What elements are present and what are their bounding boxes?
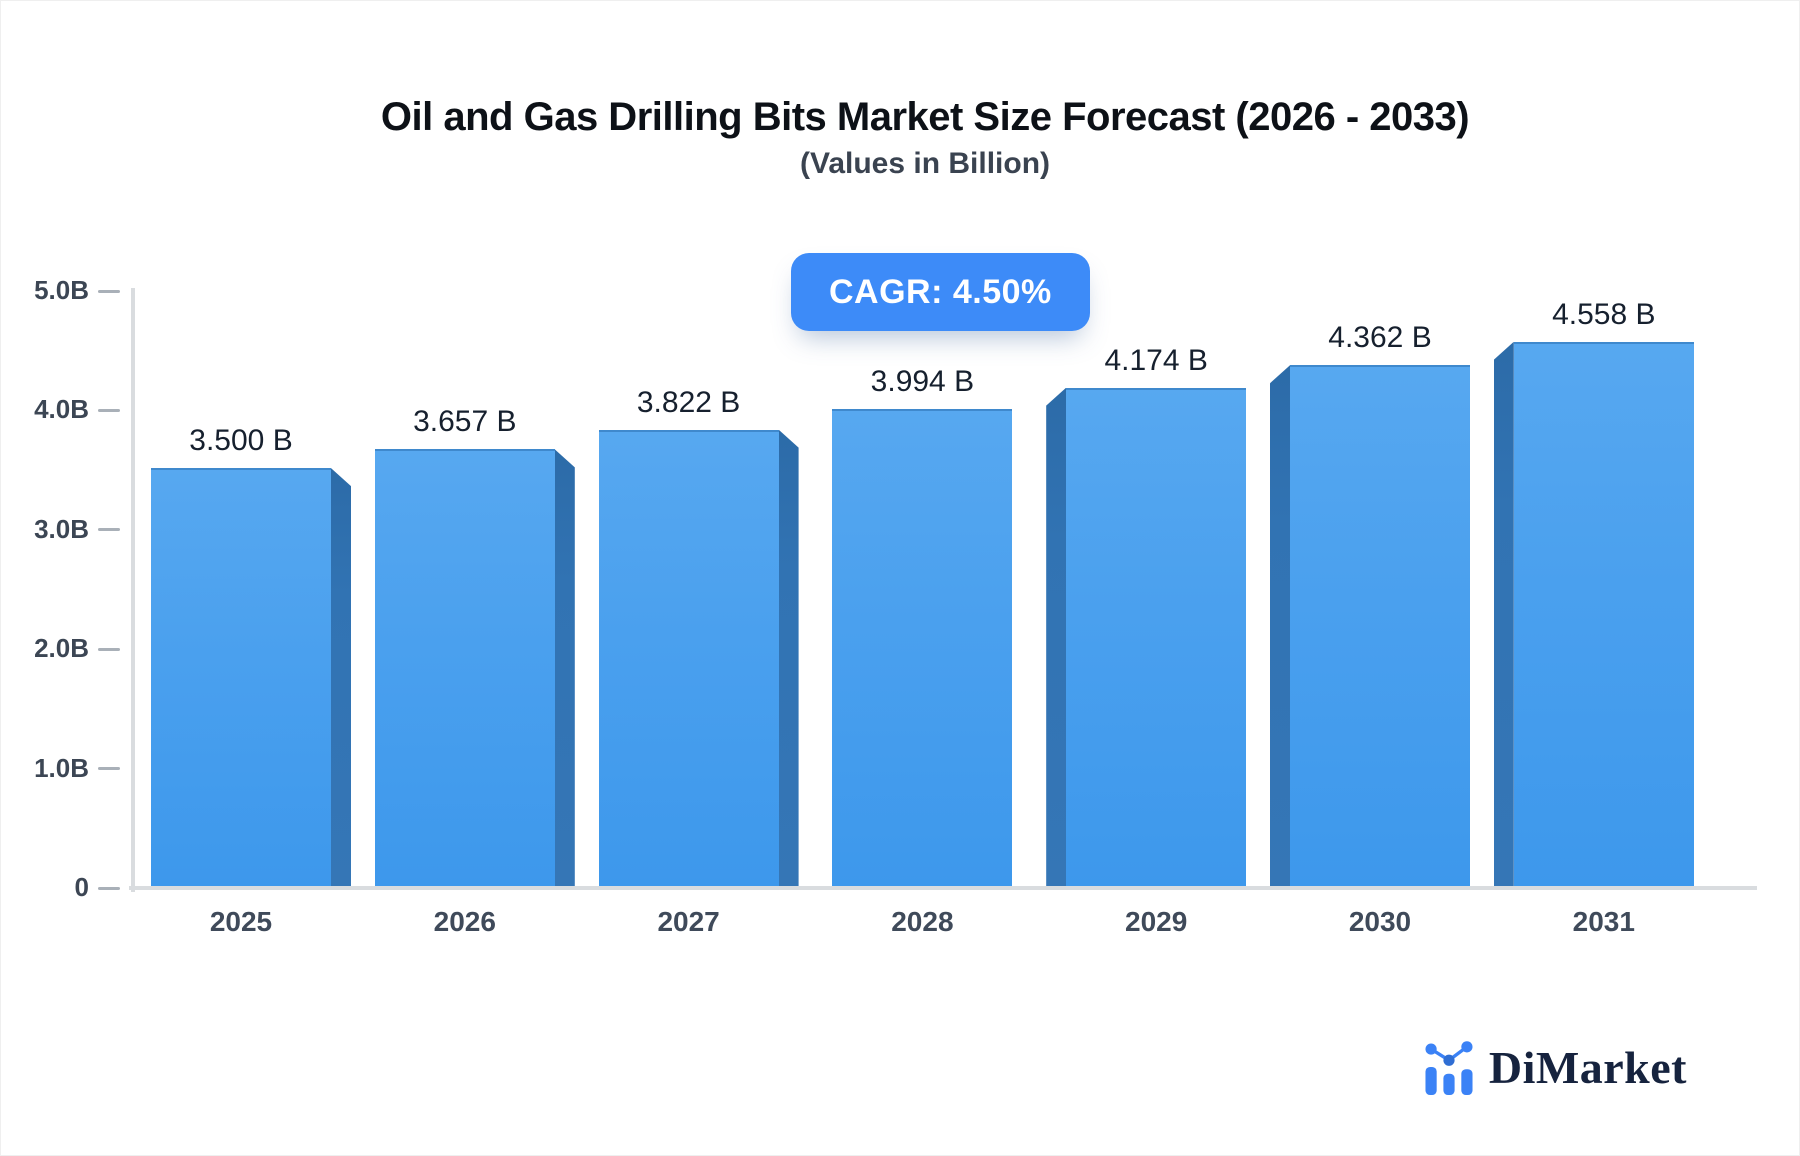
chart-subtitle: (Values in Billion)	[799, 147, 1051, 180]
bar-side-face	[331, 468, 351, 886]
bar-side-face	[778, 429, 799, 886]
bar-side-face	[1493, 341, 1514, 886]
bar-side-face	[1270, 365, 1290, 886]
bar-value-label: 4.362 B	[1328, 321, 1432, 355]
y-tick	[98, 289, 120, 293]
plot-area: 5.0B 4.0B 3.0B 2.0B 1.0B 0 3.500 B 2025 3.657 B 2…	[34, 275, 1757, 937]
bar-side-face	[1046, 387, 1067, 886]
bar-2026	[374, 449, 575, 886]
y-tick	[98, 528, 120, 532]
y-tick	[98, 767, 120, 771]
bar-line-chart-icon	[1425, 1041, 1473, 1095]
y-tick-label: 3.0B	[34, 513, 89, 544]
bar-face	[1066, 387, 1247, 886]
bar-value-label: 3.822 B	[636, 385, 741, 419]
bar-2025	[151, 468, 351, 886]
brand-name: DiMarket	[1488, 1041, 1687, 1093]
y-axis-line	[131, 288, 135, 892]
chart-header: Oil and Gas Drilling Bits Market Size Fo…	[61, 1, 1789, 221]
y-tick-label: 1.0B	[34, 752, 89, 783]
y-tick-label: 0	[74, 872, 89, 902]
x-tick-label: 2025	[209, 906, 273, 937]
bar-value-label: 4.174 B	[1104, 343, 1208, 377]
y-tick-label: 5.0B	[34, 275, 89, 305]
bar-value-label: 3.500 B	[189, 424, 293, 458]
chart-title: Oil and Gas Drilling Bits Market Size Fo…	[380, 95, 1470, 139]
bar-2028	[822, 409, 1022, 886]
x-tick-label: 2026	[433, 906, 496, 937]
bar-2027	[598, 429, 799, 886]
bar-value-label: 3.657 B	[413, 405, 517, 439]
bar-2031	[1493, 341, 1694, 886]
bar-face	[1290, 365, 1470, 886]
x-axis-line	[129, 886, 1757, 890]
bar-2029	[1046, 387, 1247, 886]
bar-value-label: 3.994 B	[870, 365, 975, 399]
x-tick-label: 2031	[1572, 906, 1635, 937]
y-tick	[98, 886, 120, 890]
bar-face	[1513, 341, 1694, 886]
bar-side-face	[554, 449, 575, 886]
bar-face	[598, 429, 779, 886]
x-tick-label: 2030	[1348, 906, 1412, 937]
y-tick	[98, 408, 120, 412]
bar-face	[832, 409, 1013, 886]
x-tick-label: 2029	[1125, 906, 1188, 937]
x-tick-label: 2027	[657, 906, 720, 937]
bar-face	[374, 449, 555, 886]
x-tick-label: 2028	[891, 906, 954, 937]
y-tick-label: 4.0B	[34, 394, 89, 425]
bar-value-label: 4.558 B	[1552, 297, 1656, 331]
bar-face	[151, 468, 331, 886]
cagr-badge: CAGR: 4.50%	[791, 253, 1090, 331]
y-tick	[98, 647, 120, 651]
brand-logo: DiMarket	[1423, 1039, 1687, 1095]
y-tick-label: 2.0B	[34, 633, 89, 664]
bar-2030	[1270, 365, 1470, 886]
